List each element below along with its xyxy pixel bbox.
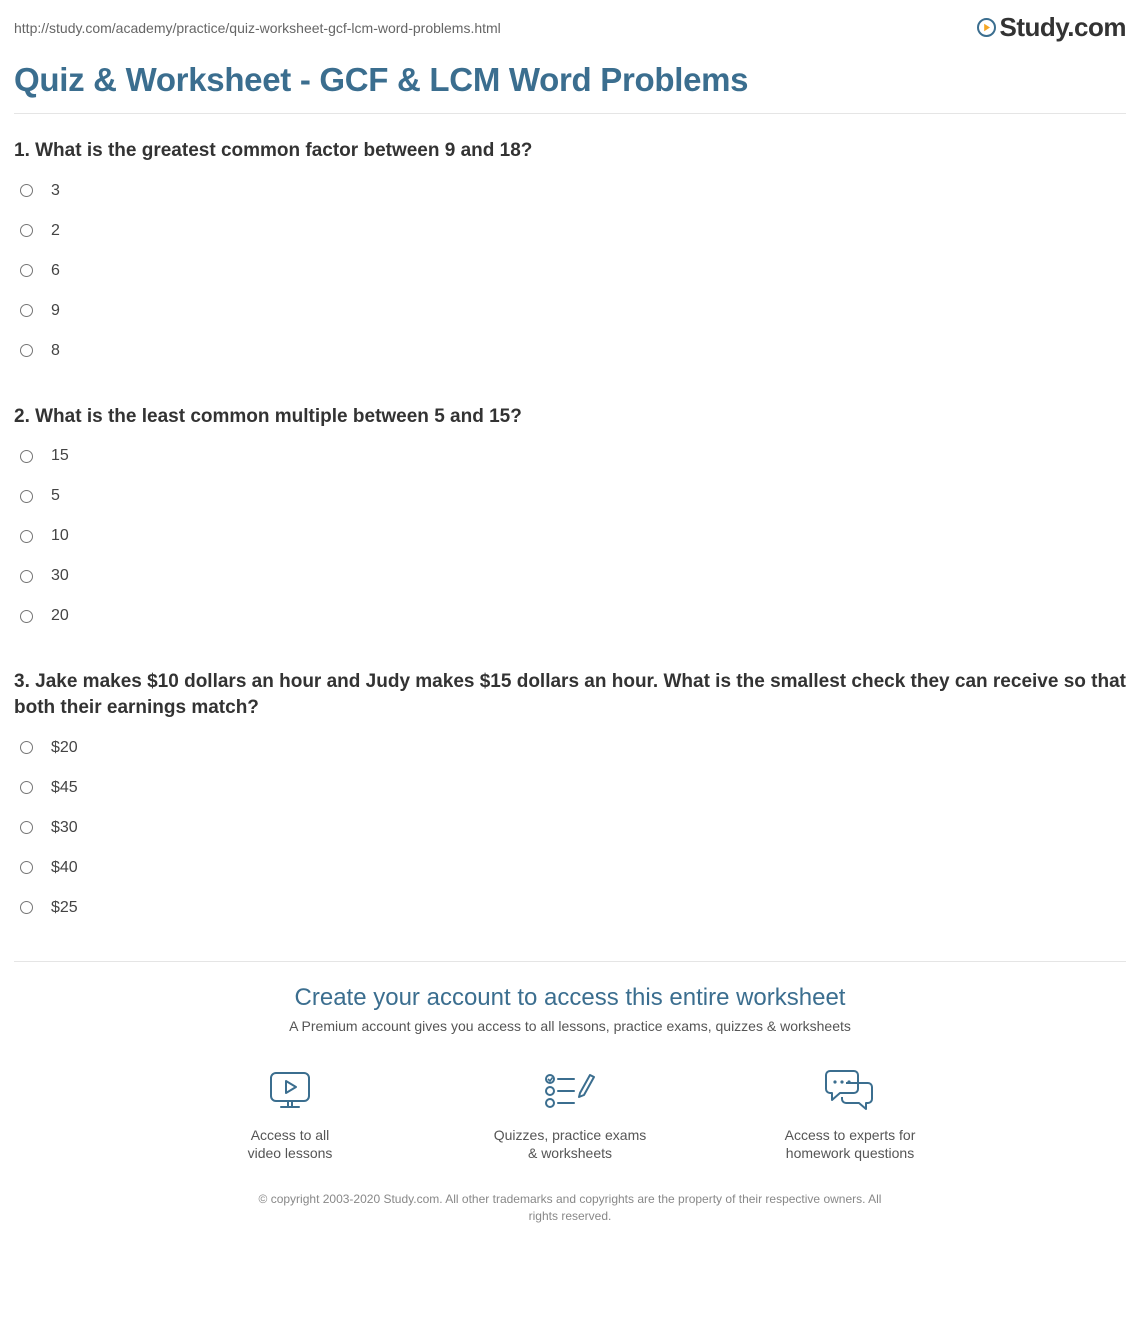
- option-label: 20: [51, 607, 69, 625]
- option-label: 8: [51, 342, 60, 360]
- option-row[interactable]: $40: [20, 859, 1126, 877]
- option-row[interactable]: $25: [20, 899, 1126, 917]
- option-label: 9: [51, 302, 60, 320]
- question: 1. What is the greatest common factor be…: [14, 138, 1126, 360]
- option-label: 5: [51, 487, 60, 505]
- option-radio[interactable]: [20, 741, 33, 754]
- options-list: 3 2 6 9 8: [14, 182, 1126, 360]
- option-radio[interactable]: [20, 861, 33, 874]
- option-radio[interactable]: [20, 781, 33, 794]
- option-radio[interactable]: [20, 224, 33, 237]
- logo-text: Study.com: [1000, 12, 1126, 43]
- option-row[interactable]: 2: [20, 222, 1126, 240]
- question-text: 2. What is the least common multiple bet…: [14, 404, 1126, 430]
- feature-video: Access to allvideo lessons: [190, 1068, 390, 1164]
- separator: [14, 961, 1126, 962]
- checklist-icon: [542, 1068, 598, 1114]
- option-radio[interactable]: [20, 304, 33, 317]
- option-label: 10: [51, 527, 69, 545]
- page-title: Quiz & Worksheet - GCF & LCM Word Proble…: [14, 61, 1126, 99]
- option-radio[interactable]: [20, 530, 33, 543]
- features-row: Access to allvideo lessons: [14, 1068, 1126, 1164]
- topbar: http://study.com/academy/practice/quiz-w…: [14, 12, 1126, 43]
- option-row[interactable]: 3: [20, 182, 1126, 200]
- option-row[interactable]: $20: [20, 739, 1126, 757]
- video-icon: [267, 1068, 313, 1114]
- option-row[interactable]: $45: [20, 779, 1126, 797]
- question: 3. Jake makes $10 dollars an hour and Ju…: [14, 669, 1126, 916]
- option-row[interactable]: 15: [20, 447, 1126, 465]
- cta-subtitle: A Premium account gives you access to al…: [14, 1018, 1126, 1034]
- question-text: 3. Jake makes $10 dollars an hour and Ju…: [14, 669, 1126, 720]
- option-radio[interactable]: [20, 184, 33, 197]
- option-row[interactable]: 30: [20, 567, 1126, 585]
- feature-quizzes: Quizzes, practice exams& worksheets: [470, 1068, 670, 1164]
- option-radio[interactable]: [20, 344, 33, 357]
- option-label: $30: [51, 819, 78, 837]
- option-row[interactable]: 20: [20, 607, 1126, 625]
- question: 2. What is the least common multiple bet…: [14, 404, 1126, 626]
- option-label: $25: [51, 899, 78, 917]
- option-label: 2: [51, 222, 60, 240]
- option-radio[interactable]: [20, 901, 33, 914]
- option-label: 15: [51, 447, 69, 465]
- feature-text: Access to experts forhomework questions: [785, 1126, 916, 1164]
- feature-text: Access to allvideo lessons: [248, 1126, 333, 1164]
- option-row[interactable]: 6: [20, 262, 1126, 280]
- option-radio[interactable]: [20, 570, 33, 583]
- option-radio[interactable]: [20, 490, 33, 503]
- option-radio[interactable]: [20, 450, 33, 463]
- option-radio[interactable]: [20, 264, 33, 277]
- option-row[interactable]: 10: [20, 527, 1126, 545]
- option-label: 6: [51, 262, 60, 280]
- option-row[interactable]: $30: [20, 819, 1126, 837]
- option-label: 3: [51, 182, 60, 200]
- option-row[interactable]: 5: [20, 487, 1126, 505]
- cta-title: Create your account to access this entir…: [14, 984, 1126, 1012]
- chat-icon: [822, 1068, 878, 1114]
- feature-experts: Access to experts forhomework questions: [750, 1068, 950, 1164]
- separator: [14, 113, 1126, 114]
- options-list: $20 $45 $30 $40 $25: [14, 739, 1126, 917]
- option-row[interactable]: 9: [20, 302, 1126, 320]
- option-label: $45: [51, 779, 78, 797]
- logo[interactable]: Study.com: [977, 12, 1126, 43]
- question-text: 1. What is the greatest common factor be…: [14, 138, 1126, 164]
- option-row[interactable]: 8: [20, 342, 1126, 360]
- option-radio[interactable]: [20, 610, 33, 623]
- option-radio[interactable]: [20, 821, 33, 834]
- option-label: $40: [51, 859, 78, 877]
- option-label: $20: [51, 739, 78, 757]
- play-circle-icon: [977, 18, 996, 37]
- cta-section: Create your account to access this entir…: [14, 984, 1126, 1225]
- feature-text: Quizzes, practice exams& worksheets: [494, 1126, 647, 1164]
- page-url: http://study.com/academy/practice/quiz-w…: [14, 20, 501, 36]
- copyright: © copyright 2003-2020 Study.com. All oth…: [250, 1191, 890, 1225]
- options-list: 15 5 10 30 20: [14, 447, 1126, 625]
- option-label: 30: [51, 567, 69, 585]
